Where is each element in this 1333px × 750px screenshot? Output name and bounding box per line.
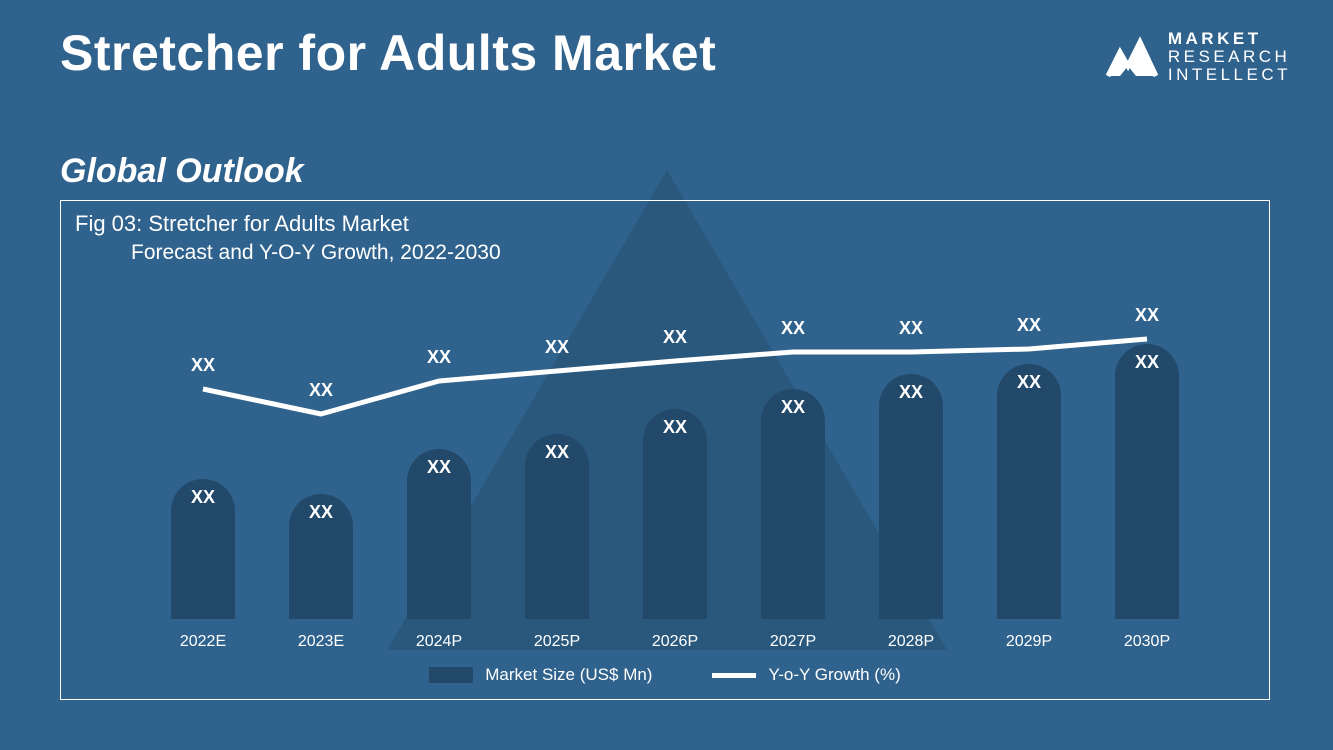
x-axis-label: 2026P [625, 633, 725, 651]
legend-item-growth: Y-o-Y Growth (%) [712, 665, 900, 685]
legend-swatch-bar [429, 667, 473, 683]
page-title: Stretcher for Adults Market [60, 24, 716, 82]
brand-logo: MARKET RESEARCH INTELLECT [1106, 30, 1291, 84]
legend-item-market: Market Size (US$ Mn) [429, 665, 652, 685]
x-axis-label: 2025P [507, 633, 607, 651]
chart-container: Fig 03: Stretcher for Adults Market Fore… [60, 200, 1270, 700]
growth-line [171, 299, 1231, 619]
legend-label-growth: Y-o-Y Growth (%) [768, 665, 900, 685]
x-axis-label: 2027P [743, 633, 843, 651]
legend: Market Size (US$ Mn) Y-o-Y Growth (%) [61, 665, 1269, 685]
figure-title: Fig 03: Stretcher for Adults Market [75, 211, 409, 237]
section-subtitle: Global Outlook [60, 152, 304, 191]
x-axis-label: 2022E [153, 633, 253, 651]
x-axis-label: 2023E [271, 633, 371, 651]
x-axis-label: 2024P [389, 633, 489, 651]
legend-swatch-line [712, 673, 756, 678]
figure-subtitle: Forecast and Y-O-Y Growth, 2022-2030 [131, 241, 501, 265]
x-axis-label: 2028P [861, 633, 961, 651]
x-axis-label: 2030P [1097, 633, 1197, 651]
logo-text: MARKET RESEARCH INTELLECT [1168, 30, 1291, 84]
logo-icon [1106, 36, 1158, 78]
legend-label-market: Market Size (US$ Mn) [485, 665, 652, 685]
plot-area: XX2022EXXXX2023EXXXX2024PXXXX2025PXXXX20… [171, 299, 1231, 619]
x-axis-label: 2029P [979, 633, 1079, 651]
